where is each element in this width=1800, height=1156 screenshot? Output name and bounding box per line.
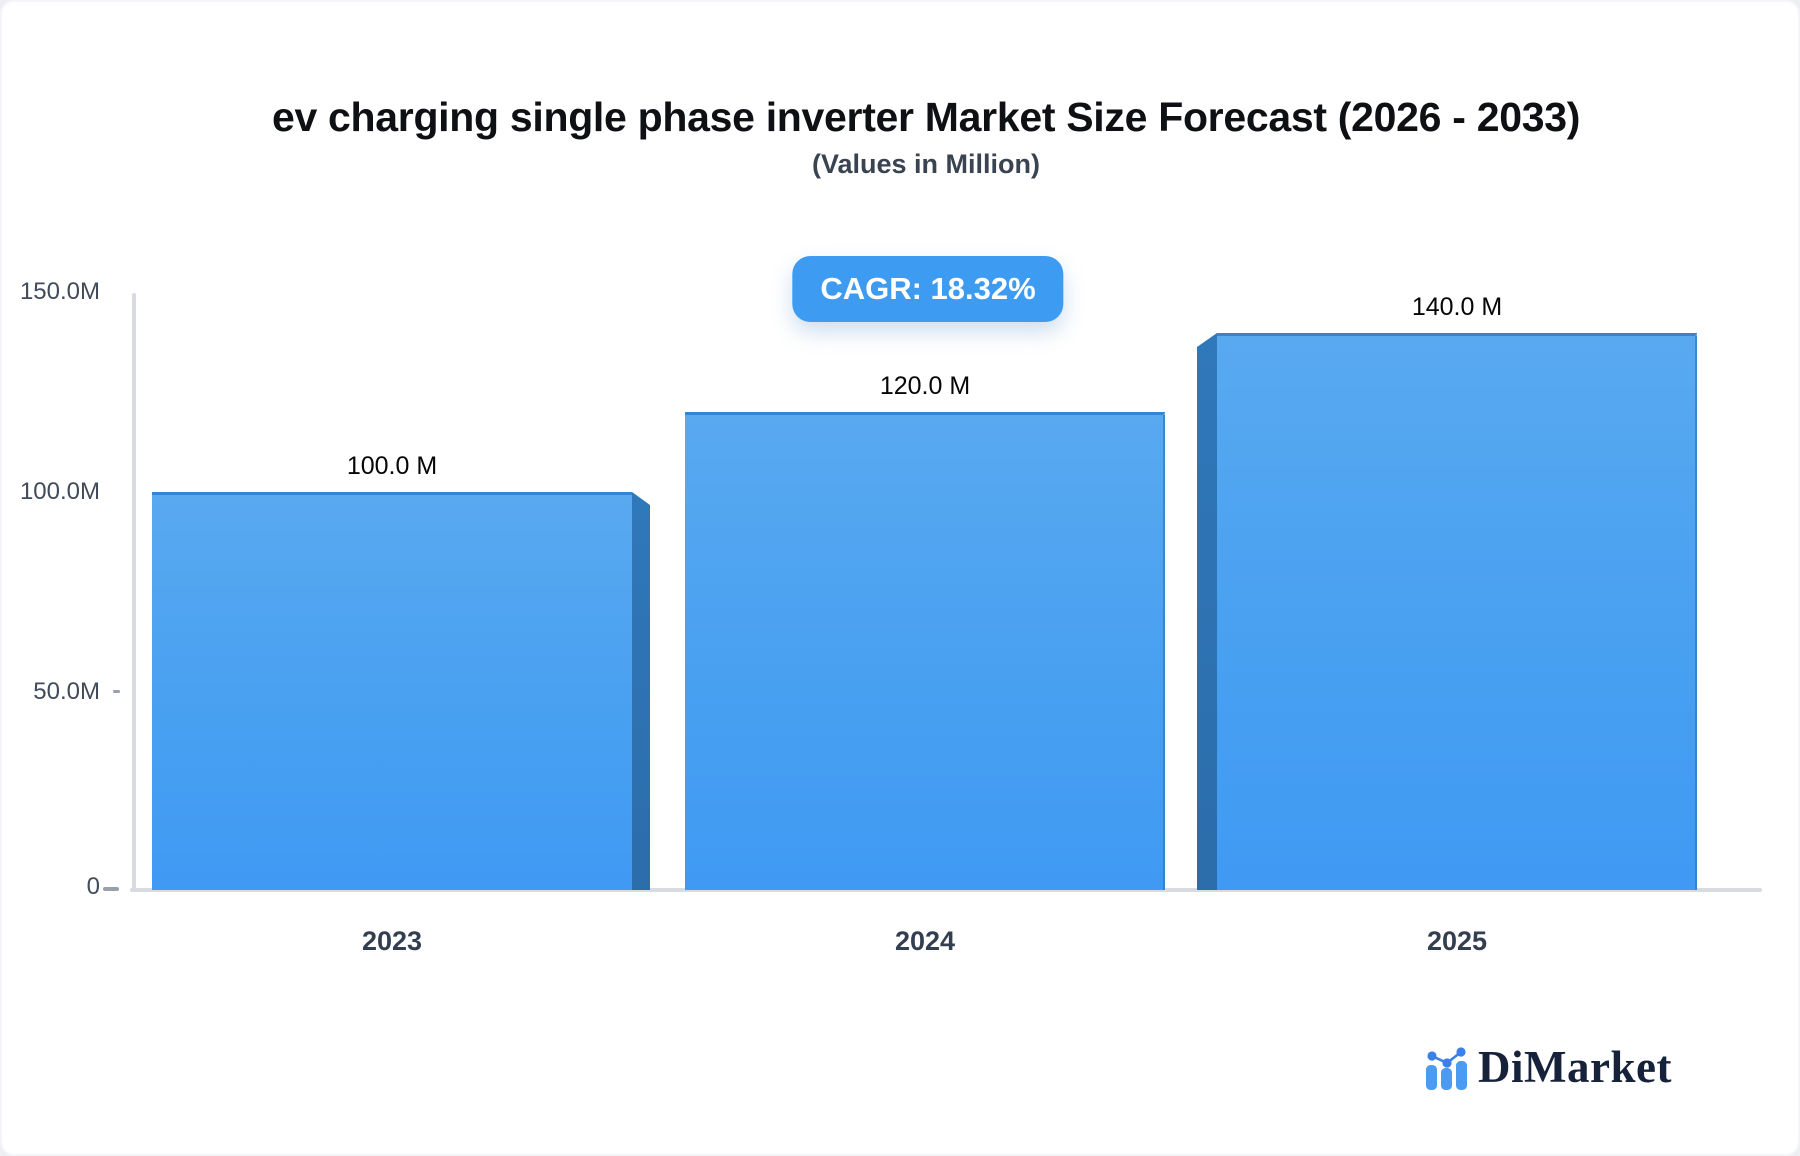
y-axis-tick-mark-0 bbox=[103, 887, 119, 891]
cagr-badge: CAGR: 18.32% bbox=[792, 256, 1064, 322]
bar-value-label-2023: 100.0 M bbox=[346, 452, 438, 480]
y-axis-tick-label-0: 0 bbox=[86, 873, 100, 900]
x-axis-label-2025: 2025 bbox=[1426, 926, 1488, 956]
x-axis-label-2023: 2023 bbox=[361, 926, 423, 956]
dimarket-logo-icon bbox=[1426, 1047, 1467, 1090]
bar-value-label-2025: 140.0 M bbox=[1411, 293, 1503, 321]
chart-subtitle: (Values in Million) bbox=[811, 149, 1041, 179]
bar-side-face-2023 bbox=[632, 492, 650, 890]
dimarket-logo-text: DiMarket bbox=[1478, 1042, 1672, 1092]
x-axis-label-2024: 2024 bbox=[894, 926, 956, 956]
y-axis-tick-label-50m: 50.0M bbox=[33, 678, 100, 705]
bar-2023[interactable] bbox=[152, 492, 632, 890]
dimarket-logo[interactable]: DiMarket bbox=[1421, 1040, 1672, 1092]
x-axis-baseline bbox=[130, 888, 1762, 892]
y-axis-tick-mark-50m bbox=[113, 690, 120, 693]
bar-2025[interactable] bbox=[1217, 333, 1697, 890]
chart-title: ev charging single phase inverter Market… bbox=[271, 94, 1581, 140]
bar-value-label-2024: 120.0 M bbox=[879, 372, 971, 400]
y-axis-tick-label-150m: 150.0M bbox=[19, 278, 100, 305]
y-axis-tick-label-100m: 100.0M bbox=[19, 478, 100, 505]
y-axis-line bbox=[132, 293, 136, 891]
bar-side-face-2025 bbox=[1197, 333, 1217, 890]
bar-2024[interactable] bbox=[685, 412, 1165, 890]
